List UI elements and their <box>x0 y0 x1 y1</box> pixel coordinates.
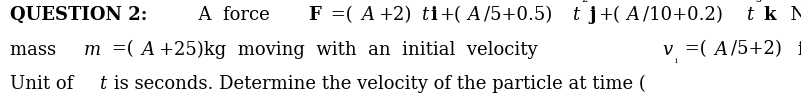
Text: /10+0.2): /10+0.2) <box>643 6 723 24</box>
Text: is seconds. Determine the velocity of the particle at time (: is seconds. Determine the velocity of th… <box>108 75 646 93</box>
Text: j: j <box>590 6 596 24</box>
Text: N  acts  on  a  particle  with: N acts on a particle with <box>779 6 801 24</box>
Text: F: F <box>308 6 321 24</box>
Text: /5+0.5): /5+0.5) <box>484 6 553 24</box>
Text: A: A <box>467 6 481 24</box>
Text: +2): +2) <box>378 6 411 24</box>
Text: ᵢ: ᵢ <box>675 52 678 66</box>
Text: m: m <box>84 41 101 59</box>
Text: v: v <box>662 41 672 59</box>
Text: =(: =( <box>678 41 706 59</box>
Text: i: i <box>430 6 437 24</box>
Text: i: i <box>797 41 801 59</box>
Text: +(: +( <box>598 6 620 24</box>
Text: QUESTION 2:: QUESTION 2: <box>10 6 147 24</box>
Text: t: t <box>746 6 753 24</box>
Text: A  force: A force <box>187 6 281 24</box>
Text: t: t <box>572 6 579 24</box>
Text: Unit of: Unit of <box>10 75 78 93</box>
Text: A: A <box>714 41 727 59</box>
Text: =(: =( <box>106 41 134 59</box>
Text: =(: =( <box>325 6 353 24</box>
Text: ³: ³ <box>755 0 762 10</box>
Text: mass: mass <box>10 41 67 59</box>
Text: +(: +( <box>439 6 461 24</box>
Text: t: t <box>99 75 106 93</box>
Text: k: k <box>763 6 775 24</box>
Text: A: A <box>626 6 639 24</box>
Text: t: t <box>421 6 428 24</box>
Text: /5+2): /5+2) <box>731 41 783 59</box>
Text: ²: ² <box>582 0 588 10</box>
Text: A: A <box>142 41 155 59</box>
Text: A: A <box>361 6 374 24</box>
Text: +25)kg  moving  with  an  initial  velocity: +25)kg moving with an initial velocity <box>159 40 549 59</box>
